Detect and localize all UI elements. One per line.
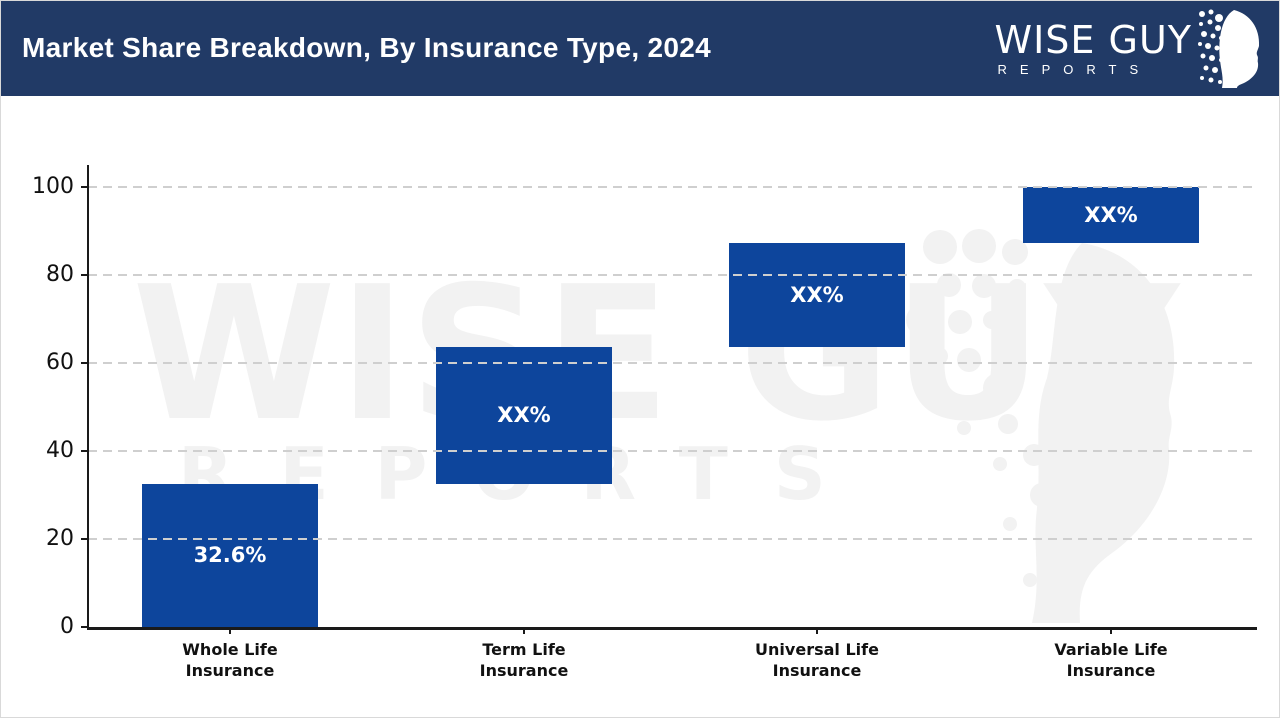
y-axis-tick (81, 538, 88, 540)
logo-head-dots-icon (1198, 9, 1260, 88)
y-axis-tick (81, 626, 88, 628)
y-tick-label: 80 (46, 262, 74, 287)
y-axis-tick (81, 186, 88, 188)
x-axis-tick (1110, 627, 1112, 634)
x-category-label: Term Life Insurance (479, 640, 569, 680)
page-title: Market Share Breakdown, By Insurance Typ… (22, 32, 711, 63)
y-tick-label: 100 (32, 174, 74, 199)
wise-guy-reports-logo: WISE GUY REPORTS (995, 8, 1262, 88)
y-axis-tick (81, 362, 88, 364)
y-gridline (88, 186, 1257, 188)
y-tick-label: 60 (46, 350, 74, 375)
bar-segment: XX% (436, 347, 612, 484)
y-tick-label: 40 (46, 438, 74, 463)
x-axis-line (87, 627, 1257, 630)
bar-value-label: XX% (497, 403, 551, 428)
y-axis-line (87, 165, 89, 629)
y-tick-label: 0 (60, 614, 74, 639)
y-axis-tick (81, 450, 88, 452)
logo-wiseguy-text: WISE GUY (994, 17, 1192, 62)
y-axis-tick (81, 274, 88, 276)
y-tick-label: 20 (46, 526, 74, 551)
x-category-label: Universal Life Insurance (755, 640, 879, 680)
bar-value-label: XX% (1084, 202, 1138, 227)
y-gridline (88, 274, 1257, 276)
bar-segment: XX% (729, 242, 905, 348)
header-bar: Market Share Breakdown, By Insurance Typ… (0, 0, 1280, 96)
bar-value-label: 32.6% (193, 543, 267, 568)
bar-segment: XX% (1023, 187, 1199, 243)
x-category-label: Variable Life Insurance (1054, 640, 1168, 680)
bar-value-label: XX% (790, 283, 844, 307)
x-axis-tick (523, 627, 525, 634)
y-gridline (88, 450, 1257, 452)
y-gridline (88, 538, 1257, 540)
logo-reports-text: REPORTS (997, 61, 1152, 77)
y-gridline (88, 362, 1257, 364)
x-axis-tick (816, 627, 818, 634)
x-axis-tick (229, 627, 231, 634)
x-category-label: Whole Life Insurance (182, 640, 278, 680)
bar-segment: 32.6% (142, 483, 318, 627)
